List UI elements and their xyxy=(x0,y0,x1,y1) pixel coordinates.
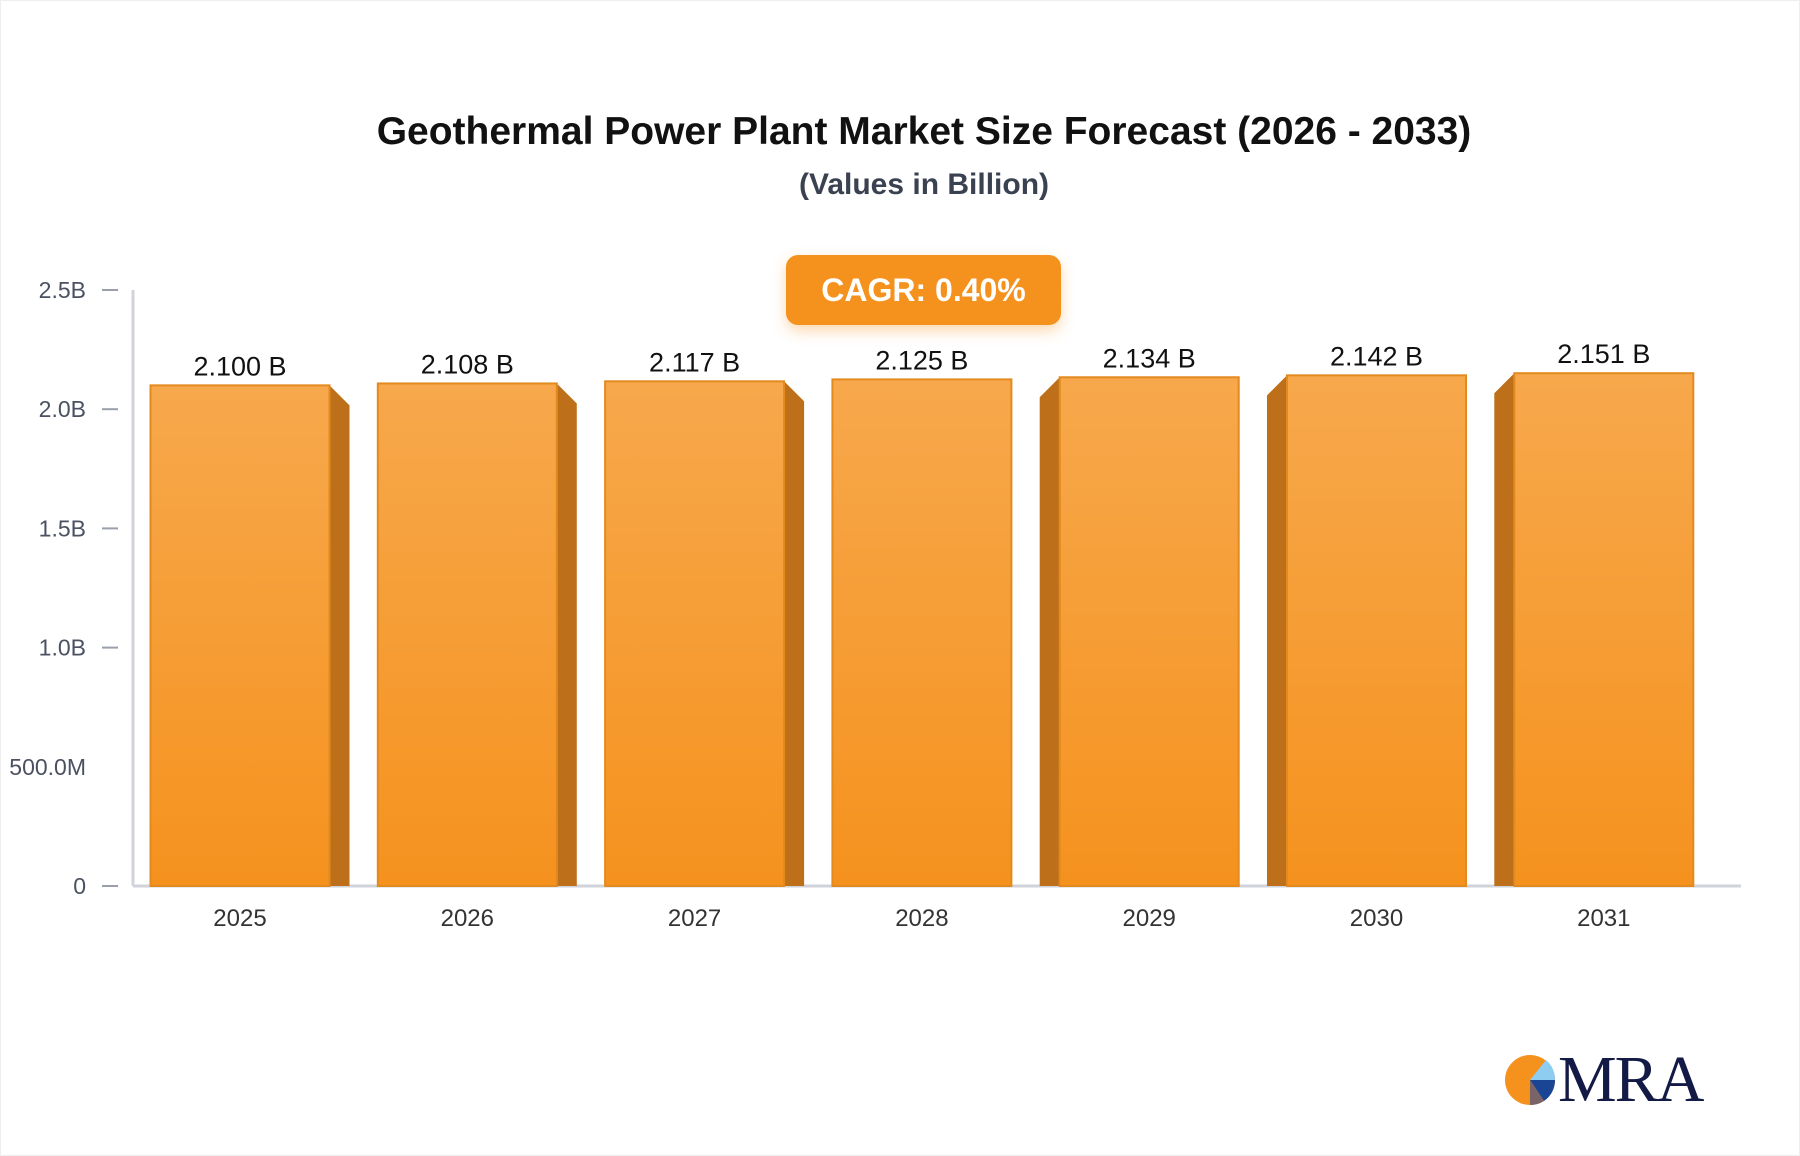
data-label: 2.100 B xyxy=(193,351,286,381)
data-label: 2.108 B xyxy=(421,349,514,379)
bar xyxy=(831,378,1013,887)
bar xyxy=(1513,372,1695,887)
data-label: 2.125 B xyxy=(875,345,968,375)
y-tick-label: 2.5B xyxy=(39,277,86,303)
bar xyxy=(604,380,786,887)
bar-side xyxy=(1494,373,1515,886)
chart-subtitle: (Values in Billion) xyxy=(798,168,1050,201)
data-label: 2.151 B xyxy=(1557,339,1650,369)
chart-title: Geothermal Power Plant Market Size Forec… xyxy=(376,110,1472,153)
data-label: 2.134 B xyxy=(1103,343,1196,373)
x-tick-label: 2027 xyxy=(668,905,721,932)
bar xyxy=(376,382,558,887)
x-tick-label: 2030 xyxy=(1350,905,1403,932)
y-tick-label: 500.0M xyxy=(9,754,86,780)
logo-text: MRA xyxy=(1558,1043,1704,1116)
mra-logo: MRA xyxy=(1504,1042,1704,1118)
data-label: 2.117 B xyxy=(649,347,740,377)
cagr-badge: CAGR: 0.40% xyxy=(786,255,1061,325)
bar-side xyxy=(784,381,805,886)
y-tick-label: 0 xyxy=(73,873,86,899)
x-tick-label: 2031 xyxy=(1577,905,1630,932)
bar-side xyxy=(556,383,577,886)
bar xyxy=(1058,376,1240,887)
x-tick-label: 2026 xyxy=(441,905,494,932)
bar-side xyxy=(329,385,350,886)
y-tick-label: 1.5B xyxy=(39,515,86,541)
x-tick-label: 2028 xyxy=(895,905,948,932)
data-label: 2.142 B xyxy=(1330,341,1423,371)
bar-side xyxy=(1039,377,1060,886)
bar-side xyxy=(1267,375,1287,886)
y-tick-label: 1.0B xyxy=(39,635,86,661)
bar xyxy=(149,384,331,887)
bar xyxy=(1286,374,1467,887)
y-tick-label: 2.0B xyxy=(39,396,86,422)
x-tick-label: 2029 xyxy=(1123,905,1176,932)
pie-logo-icon xyxy=(1505,1055,1556,1106)
x-tick-label: 2025 xyxy=(213,905,266,932)
